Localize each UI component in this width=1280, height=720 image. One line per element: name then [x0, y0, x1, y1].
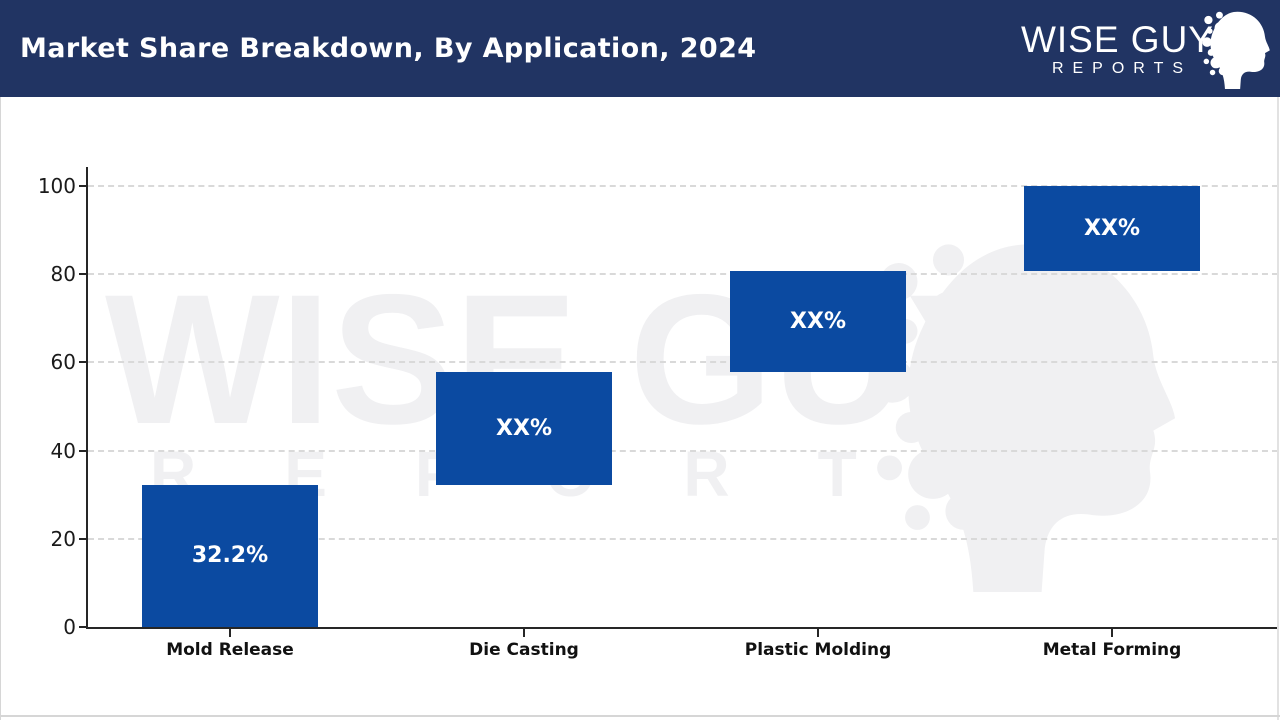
- gridline: [88, 273, 1278, 276]
- header-bar: Market Share Breakdown, By Application, …: [0, 0, 1280, 97]
- wise-guy-logo: WISE GUY REPORTS: [1021, 9, 1272, 89]
- x-tick: [1111, 629, 1113, 637]
- gridline: [88, 537, 1278, 540]
- x-axis-line: [86, 627, 1278, 629]
- right-border-line: [1277, 97, 1279, 720]
- y-tick-label: 60: [50, 350, 76, 375]
- gridline: [88, 361, 1278, 364]
- x-category-label: Mold Release: [166, 640, 294, 660]
- x-category-label: Die Casting: [469, 640, 579, 660]
- gridline: [88, 449, 1278, 452]
- bar-segment: XX%: [730, 270, 906, 373]
- y-tick: [79, 626, 88, 628]
- logo-head-icon: [1202, 11, 1270, 89]
- y-axis-line: [86, 167, 88, 629]
- logo-wordmark-text: WISE GUY: [1020, 18, 1214, 60]
- logo-subtext: REPORTS: [1051, 59, 1193, 77]
- y-tick: [79, 273, 88, 276]
- x-tick: [523, 629, 525, 637]
- logo-wordmark: WISE GUY REPORTS: [1021, 21, 1214, 77]
- bar-value-label: XX%: [790, 308, 846, 334]
- bottom-divider-line: [0, 715, 1280, 717]
- y-tick: [79, 185, 88, 187]
- bar-segment: XX%: [436, 372, 612, 485]
- x-category-label: Metal Forming: [1042, 640, 1182, 660]
- y-tick-label: 0: [63, 615, 76, 639]
- left-border-line: [0, 97, 1, 720]
- y-tick-label: 80: [50, 262, 76, 287]
- bar-value-label: XX%: [496, 416, 552, 442]
- bar-segment: 32.2%: [142, 484, 318, 627]
- y-tick-label: 100: [37, 174, 76, 198]
- x-tick: [229, 629, 231, 637]
- page-title: Market Share Breakdown, By Application, …: [20, 33, 757, 64]
- y-tick: [79, 537, 88, 540]
- watermark-head-icon: [870, 244, 1176, 592]
- bar-value-label: XX%: [1084, 215, 1140, 241]
- x-category-label: Plastic Molding: [744, 640, 892, 660]
- y-tick-label: 40: [50, 438, 76, 463]
- y-tick: [79, 361, 88, 364]
- x-tick: [817, 629, 819, 637]
- y-tick-label: 20: [50, 526, 76, 551]
- y-tick: [79, 449, 88, 452]
- bar-value-label: 32.2%: [191, 543, 269, 569]
- bar-segment: XX%: [1024, 186, 1200, 271]
- gridline: [88, 185, 1278, 187]
